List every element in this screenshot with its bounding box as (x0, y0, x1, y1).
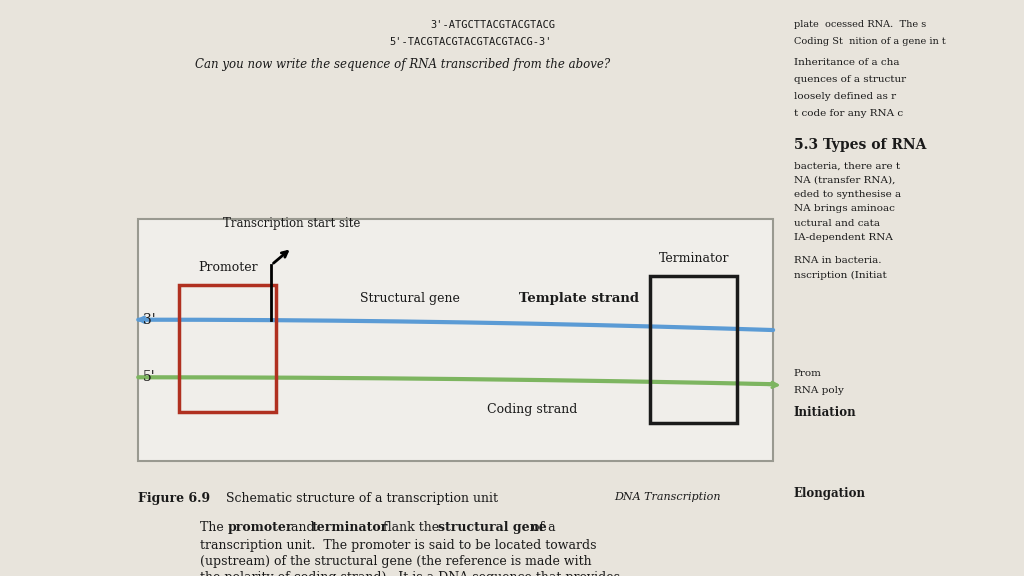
Text: Template strand: Template strand (518, 292, 639, 305)
Text: Schematic structure of a transcription unit: Schematic structure of a transcription u… (222, 492, 499, 506)
Text: Coding St  nition of a gene in t: Coding St nition of a gene in t (794, 37, 945, 47)
Text: quences of a structur: quences of a structur (794, 75, 905, 84)
Text: flank the: flank the (379, 521, 443, 535)
Text: 3'-ATGCTTACGTACGTACG: 3'-ATGCTTACGTACGTACG (430, 20, 555, 30)
Text: Initiation: Initiation (794, 406, 856, 419)
Bar (138, 219, 773, 461)
Text: eded to synthesise a: eded to synthesise a (794, 190, 901, 199)
Text: the polarity of coding strand).  It is a DNA sequence that provides: the polarity of coding strand). It is a … (200, 571, 620, 576)
Bar (179, 285, 276, 412)
Text: Transcription start site: Transcription start site (223, 217, 360, 230)
Text: DNA Transcription: DNA Transcription (614, 492, 721, 502)
Text: loosely defined as r: loosely defined as r (794, 92, 896, 101)
Text: 5.3 Types of RNA: 5.3 Types of RNA (794, 138, 926, 152)
Text: 5'-TACGTACGTACGTACGTACG-3': 5'-TACGTACGTACGTACGTACG-3' (389, 37, 552, 47)
Text: Coding strand: Coding strand (487, 403, 578, 416)
Text: IA-dependent RNA: IA-dependent RNA (794, 233, 893, 242)
Text: Can you now write the sequence of RNA transcribed from the above?: Can you now write the sequence of RNA tr… (195, 58, 609, 71)
Text: of a: of a (528, 521, 556, 535)
Text: 3': 3' (143, 313, 156, 327)
Text: promoter: promoter (227, 521, 293, 535)
Text: The: The (200, 521, 227, 535)
Text: structural gene: structural gene (438, 521, 547, 535)
Text: Prom: Prom (794, 369, 821, 378)
Text: Inheritance of a cha: Inheritance of a cha (794, 58, 899, 67)
Text: RNA in bacteria.: RNA in bacteria. (794, 256, 881, 266)
Text: Structural gene: Structural gene (359, 292, 460, 305)
Text: 5': 5' (143, 370, 156, 384)
Text: uctural and cata: uctural and cata (794, 219, 880, 228)
Text: (upstream) of the structural gene (the reference is made with: (upstream) of the structural gene (the r… (200, 555, 591, 568)
Text: Elongation: Elongation (794, 487, 865, 500)
Text: terminator: terminator (311, 521, 387, 535)
Text: NA (transfer RNA),: NA (transfer RNA), (794, 176, 895, 185)
Text: and: and (287, 521, 318, 535)
Text: Figure 6.9: Figure 6.9 (138, 492, 210, 506)
Text: t code for any RNA c: t code for any RNA c (794, 109, 903, 119)
Text: plate  ocessed RNA.  The s: plate ocessed RNA. The s (794, 20, 926, 29)
Text: RNA poly: RNA poly (794, 386, 844, 395)
Text: transcription unit.  The promoter is said to be located towards: transcription unit. The promoter is said… (200, 539, 596, 552)
Text: nscription (Initiat: nscription (Initiat (794, 271, 887, 280)
Text: Promoter: Promoter (198, 260, 258, 274)
Text: bacteria, there are t: bacteria, there are t (794, 161, 900, 170)
Bar (650, 276, 737, 423)
Text: NA brings aminoac: NA brings aminoac (794, 204, 895, 214)
Text: Terminator: Terminator (658, 252, 729, 265)
